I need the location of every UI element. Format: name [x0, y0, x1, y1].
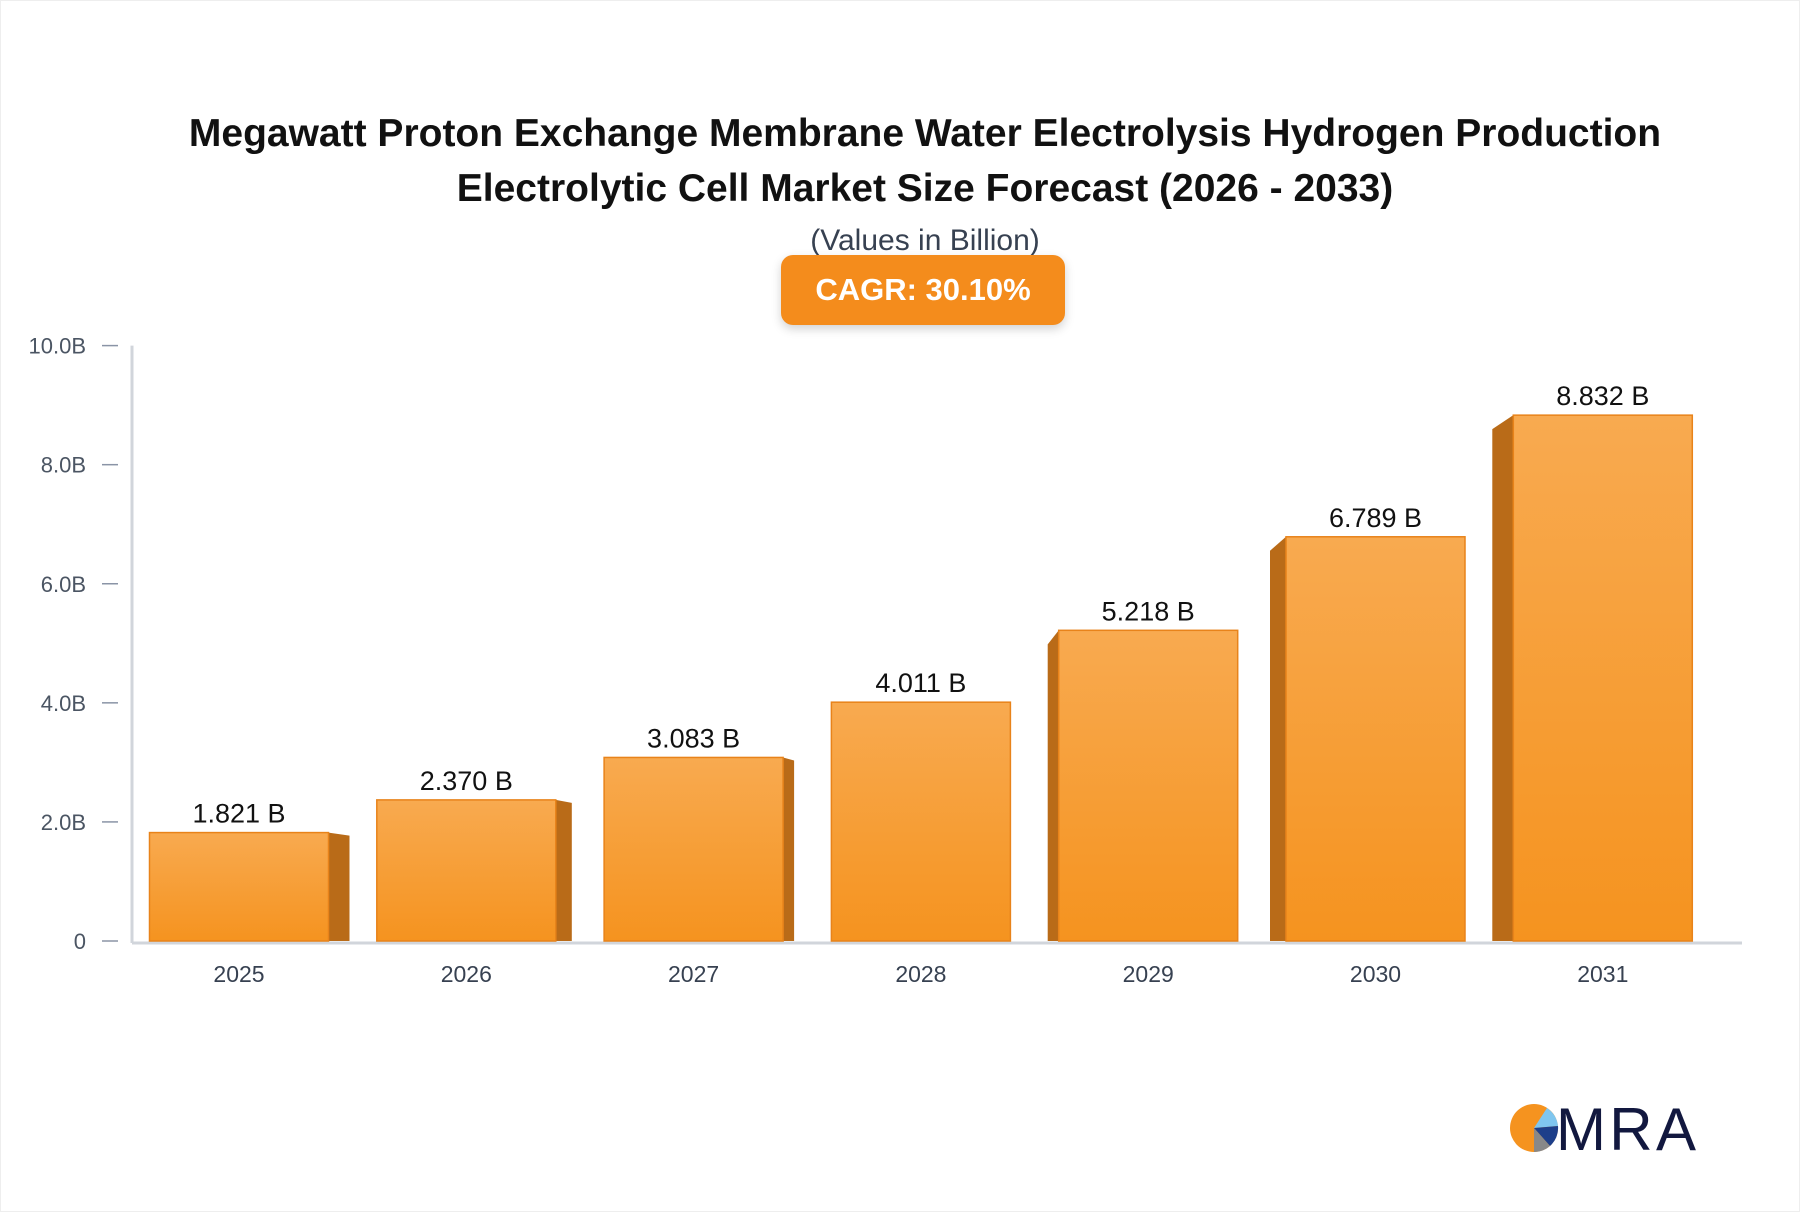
bar-2028 [830, 701, 1012, 942]
chart-subtitle: (Values in Billion) [810, 224, 1040, 257]
y-tick-label: 0 [74, 929, 86, 954]
data-label: 5.218 B [1102, 596, 1195, 626]
chart-title-line-2: Electrolytic Cell Market Size Forecast (… [456, 167, 1394, 210]
bar-side [1492, 415, 1514, 942]
y-tick-label: 6.0B [41, 572, 86, 597]
x-tick-label: 2025 [213, 961, 264, 987]
data-label: 6.789 B [1329, 503, 1422, 533]
bar-side [555, 799, 572, 941]
chart-title-line-1: Megawatt Proton Exchange Membrane Water … [188, 112, 1662, 155]
x-tick-label: 2027 [668, 961, 719, 987]
cagr-badge: CAGR: 30.10% [781, 255, 1065, 325]
bar-2026 [376, 799, 557, 942]
bar-side [1270, 536, 1286, 941]
bar-2027 [603, 756, 784, 942]
bar-2030 [1285, 536, 1466, 942]
x-tick-label: 2029 [1123, 961, 1174, 987]
x-tick-label: 2026 [441, 961, 492, 987]
x-tick-label: 2030 [1350, 961, 1401, 987]
svg-text:MRA: MRA [1556, 1096, 1696, 1158]
data-label: 2.370 B [420, 766, 513, 796]
bar-side [783, 757, 795, 941]
x-tick-label: 2031 [1577, 961, 1628, 987]
data-label: 8.832 B [1556, 381, 1649, 411]
bar-2029 [1057, 629, 1239, 942]
y-tick-label: 4.0B [41, 691, 86, 716]
bar-side [1047, 630, 1059, 941]
data-label: 3.083 B [647, 723, 740, 753]
y-tick-label: 10.0B [29, 334, 87, 359]
bar-side [328, 832, 350, 941]
y-tick-label: 2.0B [41, 810, 86, 835]
y-tick-label: 8.0B [41, 453, 86, 478]
data-label: 1.821 B [192, 799, 285, 829]
x-tick-label: 2028 [895, 961, 946, 987]
data-label: 4.011 B [875, 668, 966, 698]
bar-2031 [1512, 414, 1694, 942]
mra-logo: MRA [1504, 1092, 1704, 1163]
bar-2025 [148, 831, 330, 942]
